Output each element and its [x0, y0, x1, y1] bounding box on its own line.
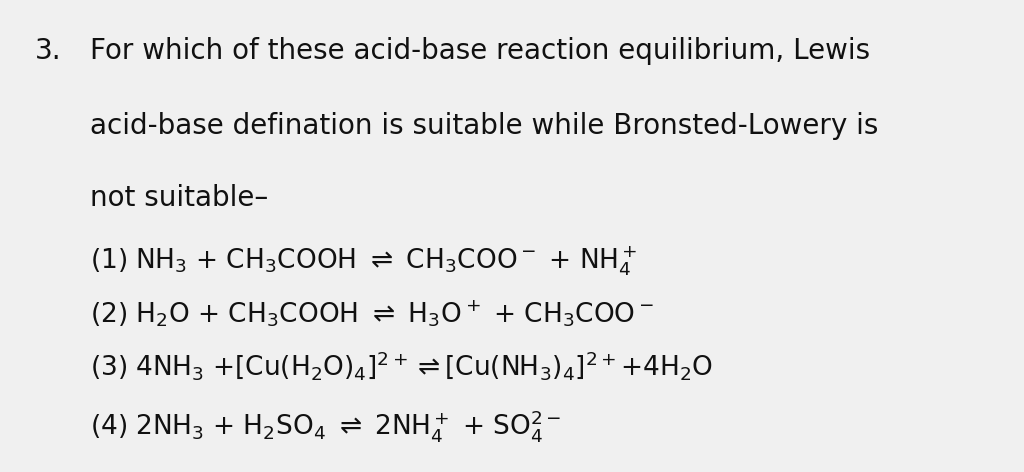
Text: (1) NH$_3$ + CH$_3$COOH $\rightleftharpoons$ CH$_3$COO$^-$ + NH$^+_4$: (1) NH$_3$ + CH$_3$COOH $\rightleftharpo…: [90, 244, 637, 278]
Text: For which of these acid-base reaction equilibrium, Lewis: For which of these acid-base reaction eq…: [90, 37, 870, 65]
Text: not suitable–: not suitable–: [90, 184, 268, 212]
Text: (3) 4NH$_3$ +[Cu(H$_2$O)$_4$]$^{2+}$$\rightleftharpoons$[Cu(NH$_3$)$_4$]$^{2+}$+: (3) 4NH$_3$ +[Cu(H$_2$O)$_4$]$^{2+}$$\ri…: [90, 350, 713, 382]
Text: (4) 2NH$_3$ + H$_2$SO$_4$ $\rightleftharpoons$ 2NH$^+_4$ + SO$^{2-}_4$: (4) 2NH$_3$ + H$_2$SO$_4$ $\rightlefthar…: [90, 408, 561, 444]
Text: 3.: 3.: [35, 37, 61, 65]
Text: acid-base defination is suitable while Bronsted-Lowery is: acid-base defination is suitable while B…: [90, 112, 879, 140]
Text: (2) H$_2$O + CH$_3$COOH $\rightleftharpoons$ H$_3$O$^+$ + CH$_3$COO$^-$: (2) H$_2$O + CH$_3$COOH $\rightleftharpo…: [90, 298, 654, 329]
